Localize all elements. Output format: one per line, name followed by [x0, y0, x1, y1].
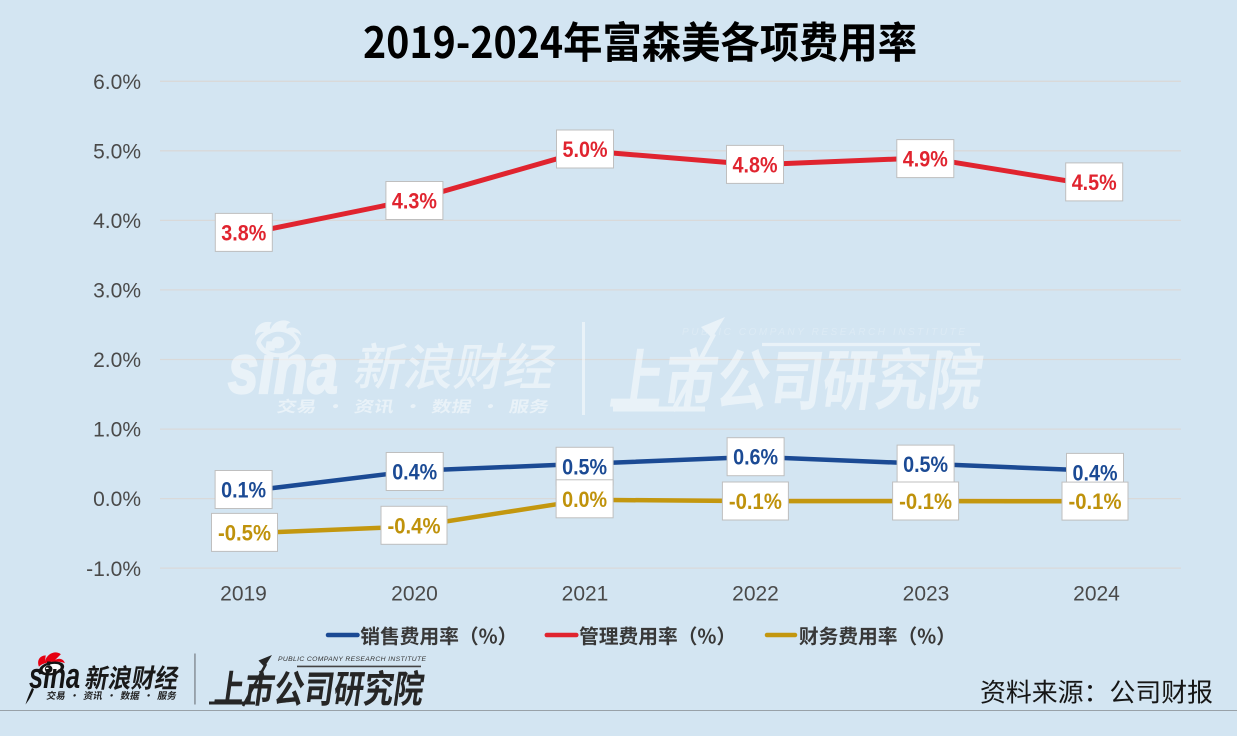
svg-text:-0.1%: -0.1%: [1069, 489, 1122, 514]
svg-text:4.0%: 4.0%: [93, 210, 141, 233]
svg-text:4.8%: 4.8%: [733, 152, 778, 177]
svg-text:1.0%: 1.0%: [93, 419, 141, 442]
svg-text:6.0%: 6.0%: [93, 71, 141, 94]
svg-text:0.0%: 0.0%: [93, 488, 141, 511]
svg-text:-0.1%: -0.1%: [729, 489, 782, 514]
svg-text:0.4%: 0.4%: [392, 460, 437, 485]
svg-text:4.5%: 4.5%: [1072, 170, 1117, 195]
svg-text:2021: 2021: [562, 582, 609, 605]
svg-text:0.6%: 0.6%: [733, 445, 778, 470]
svg-text:4.3%: 4.3%: [392, 189, 437, 214]
svg-text:0.4%: 0.4%: [1073, 460, 1118, 485]
svg-text:2020: 2020: [391, 582, 438, 605]
svg-text:5.0%: 5.0%: [563, 137, 608, 162]
svg-text:3.0%: 3.0%: [93, 280, 141, 303]
svg-text:4.9%: 4.9%: [903, 147, 948, 172]
svg-text:5.0%: 5.0%: [93, 140, 141, 163]
svg-text:2022: 2022: [732, 582, 779, 605]
svg-text:sina: sina: [228, 330, 338, 408]
svg-text:2.0%: 2.0%: [93, 349, 141, 372]
svg-text:0.5%: 0.5%: [903, 452, 948, 477]
svg-text:0.0%: 0.0%: [562, 487, 607, 512]
svg-text:-0.5%: -0.5%: [218, 520, 271, 545]
svg-text:3.8%: 3.8%: [221, 220, 266, 245]
svg-text:-1.0%: -1.0%: [86, 558, 141, 581]
svg-text:-0.1%: -0.1%: [899, 489, 952, 514]
svg-text:PUBLIC COMPANY RESEARCH INSTIT: PUBLIC COMPANY RESEARCH INSTITUTE: [278, 656, 427, 663]
svg-text:2023: 2023: [903, 582, 950, 605]
svg-text:PUBLIC COMPANY RESEARCH INSTIT: PUBLIC COMPANY RESEARCH INSTITUTE: [682, 327, 967, 338]
svg-text:2024: 2024: [1073, 582, 1120, 605]
svg-text:0.5%: 0.5%: [562, 454, 607, 479]
svg-text:sina: sina: [29, 655, 80, 696]
svg-text:0.1%: 0.1%: [221, 478, 266, 503]
svg-text:-0.4%: -0.4%: [388, 513, 441, 538]
svg-text:2019: 2019: [220, 582, 267, 605]
